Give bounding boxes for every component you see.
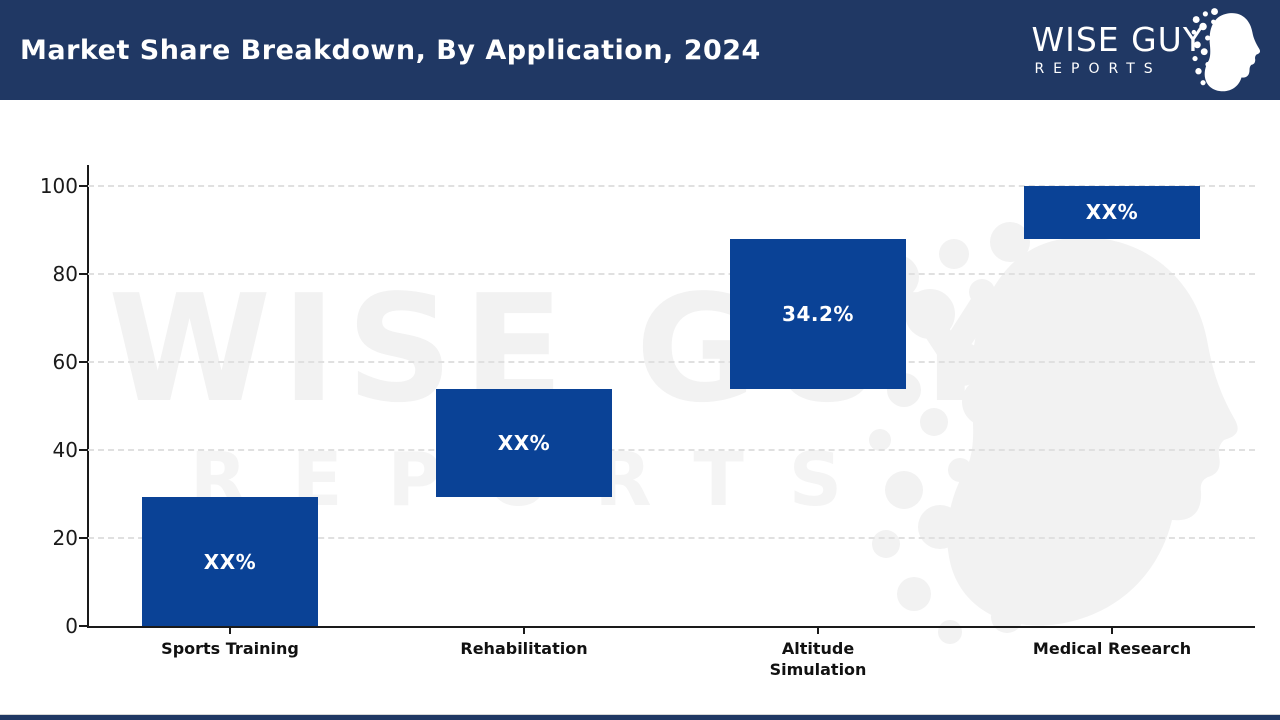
x-axis-tick-mark xyxy=(523,626,525,634)
y-axis-tick-mark xyxy=(79,625,88,627)
y-axis-tick-label: 100 xyxy=(39,174,78,198)
brand-name: WISE GUY xyxy=(1031,20,1204,59)
bar-sports-training: XX% xyxy=(142,497,318,626)
x-axis-label-sports-training: Sports Training xyxy=(161,639,299,658)
brand-logo-text: WISE GUY REPORTS xyxy=(1031,23,1204,77)
chart-title: Market Share Breakdown, By Application, … xyxy=(20,34,761,66)
x-axis-line xyxy=(87,626,1255,628)
y-axis-tick-mark xyxy=(79,537,88,539)
x-axis-label-medical-research: Medical Research xyxy=(1032,639,1192,658)
x-axis-tick-mark xyxy=(817,626,819,634)
bar-value-label-rehabilitation: XX% xyxy=(497,431,551,456)
footer-bar xyxy=(0,714,1280,720)
bar-value-label-altitude-simulation: 34.2% xyxy=(782,302,854,327)
x-axis-tick-mark xyxy=(1111,626,1113,634)
x-axis-label-rehabilitation: Rehabilitation xyxy=(460,639,588,658)
bar-altitude-simulation: 34.2% xyxy=(730,238,906,390)
y-axis-line xyxy=(87,165,89,628)
bar-value-label-medical-research: XX% xyxy=(1085,200,1139,225)
gridline-60 xyxy=(88,361,1255,363)
header-bar: Market Share Breakdown, By Application, … xyxy=(0,0,1280,100)
bar-value-label-sports-training: XX% xyxy=(203,549,257,574)
gridline-80 xyxy=(88,273,1255,275)
x-axis-label-altitude-simulation: Altitude Simulation xyxy=(769,639,867,679)
y-axis-tick-mark xyxy=(79,185,88,187)
bar-rehabilitation: XX% xyxy=(436,389,612,498)
y-axis-tick-mark xyxy=(79,361,88,363)
y-axis-tick-label: 20 xyxy=(52,526,78,550)
brand-subtitle: REPORTS xyxy=(1034,61,1162,77)
brand-face-icon xyxy=(1191,8,1261,92)
y-axis-tick-label: 0 xyxy=(65,614,78,638)
brand-logo: WISE GUY REPORTS xyxy=(1031,7,1262,93)
y-axis-tick-mark xyxy=(79,449,88,451)
gridline-40 xyxy=(88,449,1255,451)
y-axis-tick-label: 80 xyxy=(52,262,78,286)
y-axis-tick-mark xyxy=(79,273,88,275)
watermark-face-icon xyxy=(869,222,1238,644)
y-axis-tick-label: 60 xyxy=(52,350,78,374)
gridline-100 xyxy=(88,185,1255,187)
y-axis-tick-label: 40 xyxy=(52,438,78,462)
x-axis-tick-mark xyxy=(229,626,231,634)
bar-medical-research: XX% xyxy=(1024,186,1200,239)
gridline-20 xyxy=(88,537,1255,539)
